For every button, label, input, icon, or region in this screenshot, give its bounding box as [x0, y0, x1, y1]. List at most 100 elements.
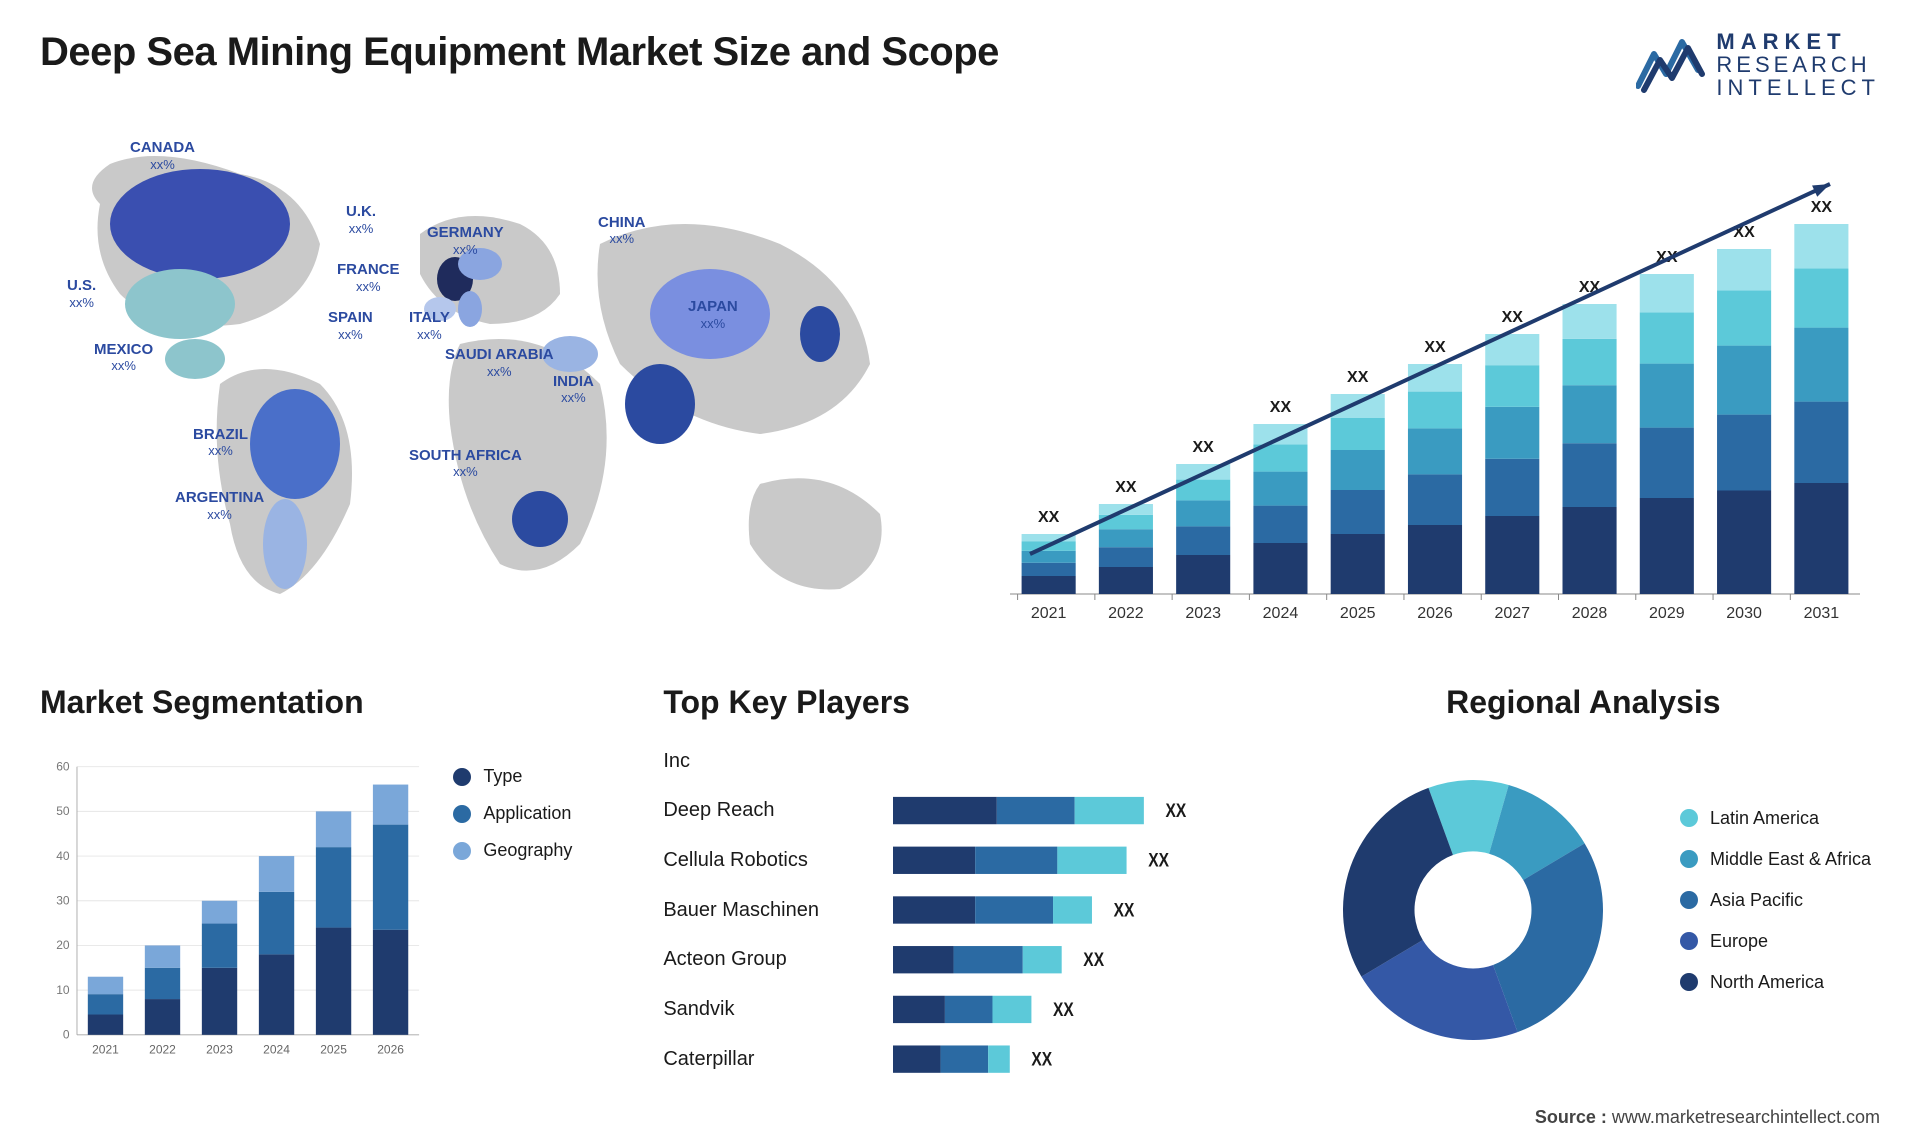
legend-label: Europe	[1710, 931, 1768, 952]
legend-label: Latin America	[1710, 808, 1819, 829]
legend-swatch	[1680, 809, 1698, 827]
legend-swatch	[453, 768, 471, 786]
svg-text:2025: 2025	[320, 1043, 347, 1057]
key-players-panel: Top Key Players IncDeep ReachCellula Rob…	[663, 684, 1256, 1084]
svg-text:10: 10	[56, 983, 70, 997]
country-label: U.S.xx%	[67, 278, 96, 311]
legend-label: Asia Pacific	[1710, 890, 1803, 911]
svg-text:2023: 2023	[206, 1043, 233, 1057]
svg-text:2022: 2022	[1108, 605, 1144, 622]
logo-text-1: MARKET	[1716, 30, 1880, 53]
country-label: ARGENTINAxx%	[175, 490, 264, 523]
country-label: SOUTH AFRICAxx%	[409, 448, 522, 481]
svg-text:2028: 2028	[1572, 605, 1608, 622]
svg-text:2029: 2029	[1649, 605, 1685, 622]
svg-text:50: 50	[56, 804, 70, 818]
svg-text:XX: XX	[1114, 899, 1135, 921]
legend-item: Europe	[1680, 931, 1880, 952]
source-attribution: Source : www.marketresearchintellect.com	[1535, 1107, 1880, 1128]
key-players-title: Top Key Players	[663, 684, 1256, 721]
legend-label: Middle East & Africa	[1710, 849, 1871, 870]
svg-text:2022: 2022	[149, 1043, 176, 1057]
svg-text:XX: XX	[1193, 439, 1215, 456]
legend-label: Application	[483, 803, 571, 824]
legend-swatch	[1680, 973, 1698, 991]
svg-text:2025: 2025	[1340, 605, 1376, 622]
svg-text:2021: 2021	[92, 1043, 119, 1057]
logo-mark-icon	[1636, 36, 1706, 94]
logo-text-2: RESEARCH	[1716, 53, 1880, 76]
legend-item: Middle East & Africa	[1680, 849, 1880, 870]
legend-swatch	[453, 805, 471, 823]
svg-text:XX: XX	[1149, 849, 1170, 871]
header: Deep Sea Mining Equipment Market Size an…	[40, 30, 1880, 99]
legend-item: North America	[1680, 972, 1880, 993]
svg-text:2024: 2024	[1263, 605, 1299, 622]
legend-swatch	[1680, 850, 1698, 868]
segmentation-chart: 0102030405060202120222023202420252026	[40, 736, 428, 1084]
legend-item: Application	[453, 803, 633, 824]
svg-text:40: 40	[56, 849, 70, 863]
player-name: Inc	[663, 750, 873, 773]
svg-text:XX: XX	[1270, 399, 1292, 416]
segmentation-legend: Type Application Geography	[453, 736, 633, 1084]
country-label: ITALYxx%	[409, 310, 450, 343]
svg-text:20: 20	[56, 938, 70, 952]
svg-text:2021: 2021	[1031, 605, 1067, 622]
svg-text:60: 60	[56, 760, 70, 774]
player-name: Acteon Group	[663, 948, 873, 971]
source-label: Source :	[1535, 1107, 1612, 1127]
page-title: Deep Sea Mining Equipment Market Size an…	[40, 30, 999, 75]
country-label: CANADAxx%	[130, 140, 195, 173]
country-label: U.K.xx%	[346, 204, 376, 237]
legend-item: Type	[453, 766, 633, 787]
svg-text:0: 0	[63, 1028, 70, 1042]
country-label: CHINAxx%	[598, 215, 646, 248]
country-label: FRANCExx%	[337, 262, 400, 295]
country-label: SPAINxx%	[328, 310, 373, 343]
legend-label: Type	[483, 766, 522, 787]
country-label: INDIAxx%	[553, 374, 594, 407]
logo-text-3: INTELLECT	[1716, 76, 1880, 99]
legend-label: North America	[1710, 972, 1824, 993]
regional-legend: Latin America Middle East & Africa Asia Pa…	[1680, 808, 1880, 1013]
country-label: JAPANxx%	[688, 299, 738, 332]
player-name: Bauer Maschinen	[663, 899, 873, 922]
legend-swatch	[1680, 932, 1698, 950]
legend-item: Geography	[453, 840, 633, 861]
svg-text:2024: 2024	[263, 1043, 290, 1057]
world-map-panel: CANADAxx% U.S.xx% MEXICOxx% BRAZILxx% ARGENT…	[40, 119, 940, 649]
svg-text:XX: XX	[1502, 309, 1524, 326]
legend-label: Geography	[483, 840, 572, 861]
player-name: Caterpillar	[663, 1048, 873, 1071]
legend-item: Latin America	[1680, 808, 1880, 829]
world-map-icon	[40, 119, 940, 649]
svg-text:2031: 2031	[1804, 605, 1840, 622]
legend-swatch	[1680, 891, 1698, 909]
segmentation-title: Market Segmentation	[40, 684, 633, 721]
legend-item: Asia Pacific	[1680, 890, 1880, 911]
country-label: MEXICOxx%	[94, 342, 153, 375]
regional-title: Regional Analysis	[1287, 684, 1880, 721]
svg-text:XX: XX	[1084, 949, 1105, 971]
growth-chart: XX2021XX2022XX2023XX2024XX2025XX2026XX20…	[980, 119, 1880, 649]
svg-text:XX: XX	[1166, 800, 1187, 822]
country-label: BRAZILxx%	[193, 427, 248, 460]
svg-text:XX: XX	[1053, 999, 1074, 1021]
source-url: www.marketresearchintellect.com	[1612, 1107, 1880, 1127]
svg-text:2030: 2030	[1726, 605, 1762, 622]
country-label: SAUDI ARABIAxx%	[445, 347, 554, 380]
key-players-chart: XX XX XX XX XX XX	[893, 736, 1256, 1084]
svg-text:XX: XX	[1811, 199, 1833, 216]
svg-text:XX: XX	[1424, 339, 1446, 356]
brand-logo: MARKET RESEARCH INTELLECT	[1636, 30, 1880, 99]
svg-text:2026: 2026	[1417, 605, 1453, 622]
player-name: Cellula Robotics	[663, 849, 873, 872]
svg-text:XX: XX	[1347, 369, 1369, 386]
country-label: GERMANYxx%	[427, 225, 504, 258]
svg-text:2026: 2026	[377, 1043, 404, 1057]
segmentation-panel: Market Segmentation 01020304050602021202…	[40, 684, 633, 1084]
legend-swatch	[453, 842, 471, 860]
svg-text:XX: XX	[1032, 1048, 1053, 1070]
regional-donut-chart	[1323, 760, 1623, 1060]
